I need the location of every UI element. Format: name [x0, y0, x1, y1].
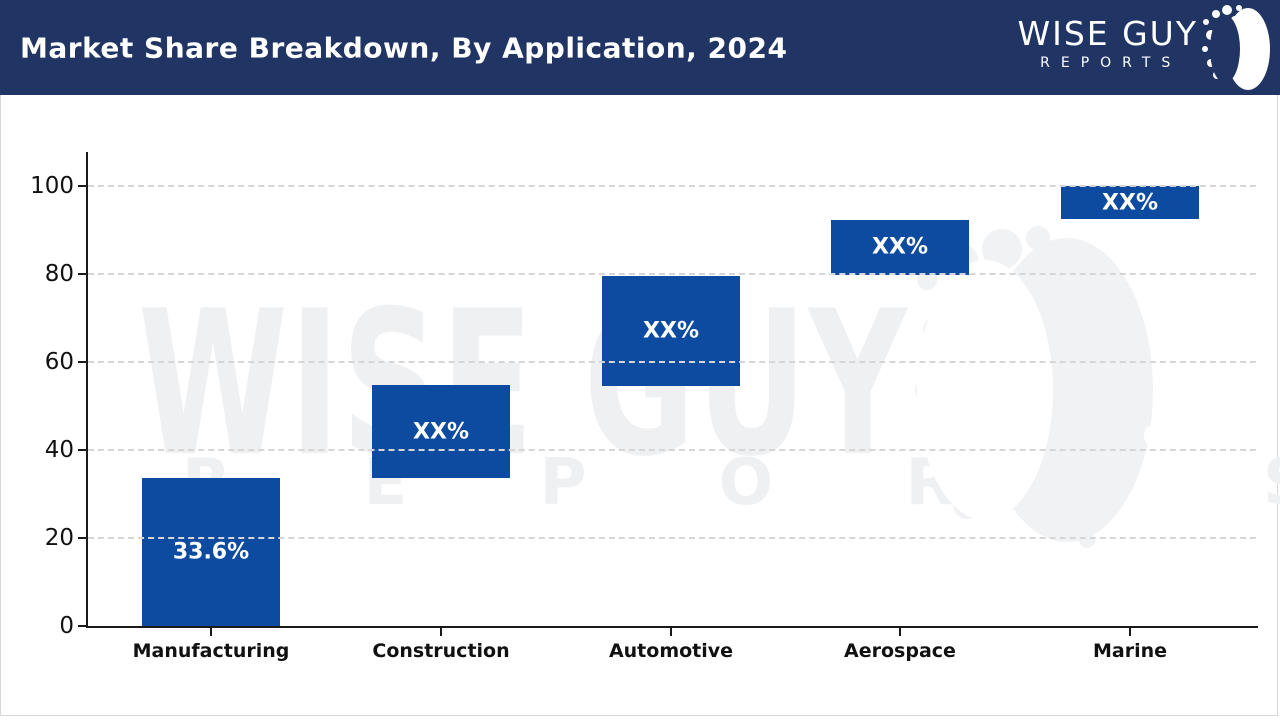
x-axis [86, 626, 1258, 628]
x-tick-label-aerospace: Aerospace [844, 640, 956, 662]
bar-value-label: 33.6% [172, 539, 250, 565]
y-tick-label-20: 20 [44, 525, 74, 551]
y-tick-60 [78, 361, 86, 363]
bar-manufacturing [142, 478, 280, 626]
logo-subtitle: REPORTS [1040, 55, 1182, 71]
gridline-20 [88, 537, 1256, 539]
bar-marine [1061, 185, 1199, 220]
y-tick-20 [78, 537, 86, 539]
x-tick-construction [440, 628, 442, 636]
y-tick-0 [78, 625, 86, 627]
x-tick-aerospace [899, 628, 901, 636]
gridline-80 [88, 273, 1256, 275]
y-tick-label-100: 100 [30, 173, 74, 199]
logo-wordmark: WISE GUY [1017, 14, 1198, 53]
y-tick-label-0: 0 [59, 613, 74, 639]
chart-title: Market Share Breakdown, By Application, … [20, 31, 788, 64]
y-tick-label-60: 60 [44, 349, 74, 375]
y-tick-label-40: 40 [44, 437, 74, 463]
header-bar: Market Share Breakdown, By Application, … [0, 0, 1280, 95]
y-tick-label-80: 80 [44, 261, 74, 287]
gridline-100 [88, 185, 1256, 187]
y-tick-80 [78, 273, 86, 275]
wiseguy-logo: WISE GUY REPORTS [1000, 0, 1270, 95]
gridline-40 [88, 449, 1256, 451]
x-tick-label-construction: Construction [372, 640, 510, 662]
bar-automotive [602, 276, 740, 387]
y-tick-40 [78, 449, 86, 451]
x-tick-marine [1129, 628, 1131, 636]
bar-value-label: XX% [1102, 190, 1158, 215]
bar-value-label: XX% [643, 318, 699, 344]
x-tick-label-marine: Marine [1092, 640, 1168, 662]
y-tick-100 [78, 185, 86, 187]
y-axis [86, 152, 88, 628]
x-tick-manufacturing [210, 628, 212, 636]
gridline-60 [88, 361, 1256, 363]
logo-text: WISE GUY REPORTS [1017, 14, 1198, 71]
x-tick-automotive [670, 628, 672, 636]
x-tick-label-manufacturing: Manufacturing [132, 640, 290, 662]
wiseguy-face-icon [1202, 5, 1270, 90]
bar-value-label: XX% [872, 234, 928, 260]
bar-value-label: XX% [413, 419, 469, 445]
bar-construction [372, 385, 510, 479]
x-tick-label-automotive: Automotive [608, 640, 734, 662]
